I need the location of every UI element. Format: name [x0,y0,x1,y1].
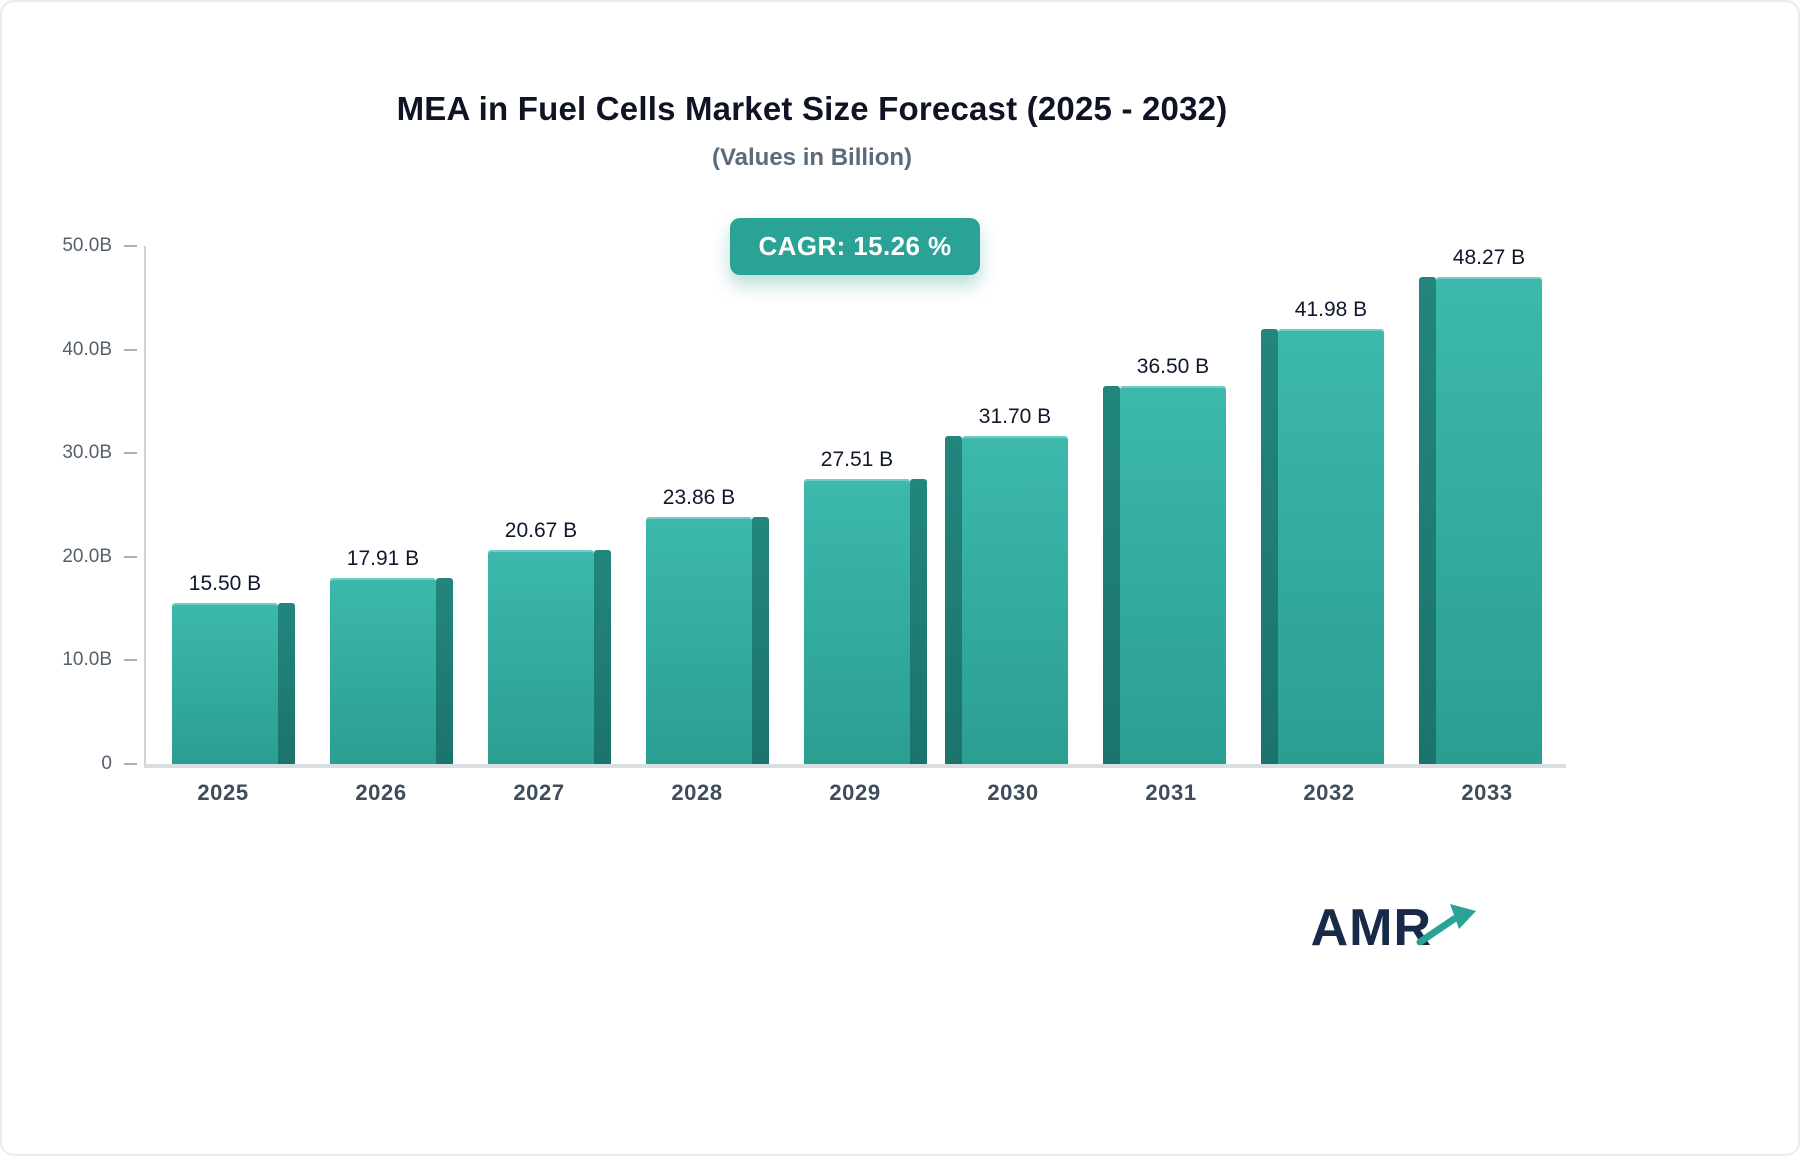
bar-value-label: 15.50 B [188,572,262,596]
logo-arrow-icon [1416,904,1476,946]
y-tick: 10.0B [34,649,144,671]
y-tick-mark [124,659,137,662]
bar-value-label: 48.27 B [1452,246,1526,269]
x-axis-label: 2029 [829,780,881,805]
bar-2030 [945,435,1068,765]
bar-value-label: 31.70 B [978,404,1052,428]
chart-subtitle: (Values in Billion) [711,144,913,171]
y-tick-label: 20.0B [62,545,112,567]
bar-value-label: 23.86 B [662,485,736,509]
plot-area: 15.50 B 17.91 B 20.67 B 23.86 B 27.51 B 31.70… [144,246,1566,768]
x-axis-label: 2028 [671,780,723,805]
y-tick: 20.0B [34,546,144,568]
y-tick-mark [124,348,137,351]
y-tick-mark [124,555,137,558]
bar-column: 17.91 B [304,246,462,764]
cagr-badge-row: CAGR: 15.26 % [144,218,1566,275]
bar-column: 27.51 B [778,246,936,764]
bar-2025 [172,603,295,764]
y-tick-label: 30.0B [62,442,112,464]
bar-column: 48.27 B [1410,246,1568,764]
y-tick: 0 [34,753,144,775]
y-tick: 30.0B [34,442,144,464]
amr-logo: AMR [1311,898,1480,958]
amr-logo-text: AMR [1310,899,1432,957]
x-axis-label: 2030 [987,780,1039,805]
x-axis-label: 2027 [513,780,565,805]
y-tick: 50.0B [34,235,144,257]
bars: 15.50 B 17.91 B 20.67 B 23.86 B 27.51 B 31.70… [146,246,1568,765]
bar-2031 [1103,385,1226,765]
x-axis-label: 2033 [1461,780,1513,805]
bar-2027 [488,549,611,765]
y-tick-label: 10.0B [62,649,112,671]
bar-2033 [1419,277,1542,764]
y-tick-label: 50.0B [62,235,112,256]
bar-column: 31.70 B [936,246,1094,765]
y-tick-label: 0 [101,753,112,774]
y-tick: 40.0B [34,339,144,361]
chart-title: MEA in Fuel Cells Market Size Forecast (… [396,90,1228,127]
bar-2026 [330,578,453,764]
bar-2032 [1261,329,1384,764]
bar-2029 [804,479,927,764]
bar-value-label: 27.51 B [820,448,894,471]
bar-value-label: 41.98 B [1294,298,1368,322]
x-axis-label: 2025 [197,780,249,805]
x-axis-label: 2031 [1145,780,1197,805]
bar-2028 [646,516,769,765]
x-axis-label: 2026 [355,780,407,805]
chart-content: MEA in Fuel Cells Market Size Forecast (… [16,90,1636,846]
bar-value-label: 17.91 B [346,547,420,571]
bar-column: 20.67 B [462,246,620,765]
bar-column: 23.86 B [620,246,778,765]
y-tick-label: 40.0B [62,338,112,360]
x-axis-label: 2032 [1303,780,1355,805]
y-tick-mark [124,763,137,765]
x-axis-labels: 2025 2026 2027 2028 2029 2030 2031 2032 2033 [144,780,1566,806]
y-axis: 50.0B 40.0B 30.0B 20.0B 10.0B 0 [34,235,144,774]
cagr-badge: CAGR: 15.26 % [730,218,980,275]
y-tick-mark [124,452,137,455]
bar-column: 36.50 B [1094,246,1252,765]
bar-value-label: 36.50 B [1136,354,1210,378]
bar-column: 15.50 B [146,246,304,764]
bar-value-label: 20.67 B [504,518,578,542]
y-tick-mark [124,245,137,247]
bar-column: 41.98 B [1252,246,1410,764]
bar-chart: CAGR: 15.26 % 50.0B 40.0B 30.0B 20.0B 10.0B 0… [34,218,1596,846]
